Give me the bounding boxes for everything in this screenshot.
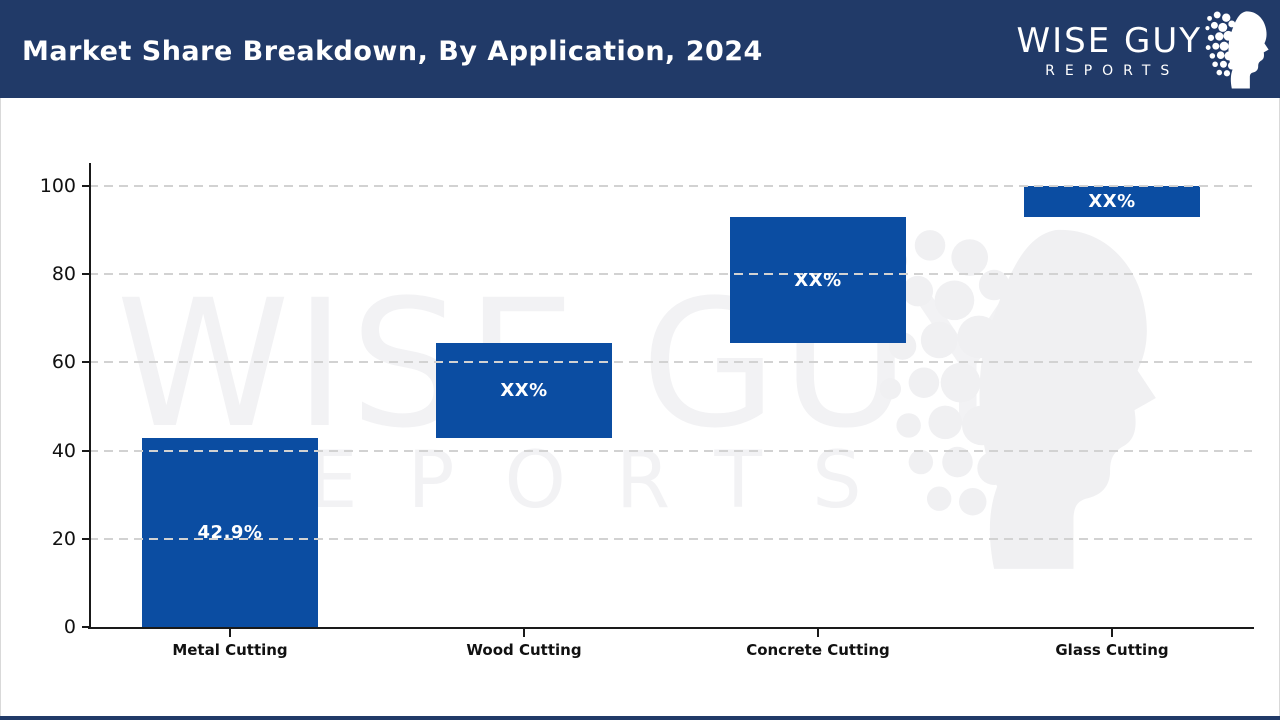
y-tick-60 (82, 361, 89, 363)
chart-title: Market Share Breakdown, By Application, … (22, 36, 763, 67)
bar-wood-cutting (436, 343, 612, 438)
gridline-80 (89, 273, 1252, 275)
x-tick-concrete-cutting (817, 629, 819, 637)
bar-value-label: XX% (500, 380, 548, 401)
x-tick-metal-cutting (229, 629, 231, 637)
footer-bar (0, 716, 1280, 720)
bar-label-box-metal-cutting: 42.9% (142, 438, 318, 627)
y-tick-label-80: 80 (51, 263, 76, 285)
y-axis-line (89, 163, 91, 629)
x-tick-glass-cutting (1111, 629, 1113, 637)
bar-glass-cutting (1024, 186, 1200, 217)
bar-concrete-cutting (730, 217, 906, 343)
bar-label-box-glass-cutting: XX% (1024, 186, 1200, 217)
gridline-40 (89, 450, 1252, 452)
y-tick-label-40: 40 (51, 440, 76, 462)
logo-subtitle: REPORTS (1045, 63, 1180, 79)
x-tick-label-concrete-cutting: Concrete Cutting (746, 641, 890, 659)
y-tick-label-20: 20 (51, 528, 76, 550)
y-tick-label-60: 60 (51, 351, 76, 373)
logo-text: WISE GUY REPORTS (1016, 21, 1202, 79)
x-tick-label-metal-cutting: Metal Cutting (172, 641, 288, 659)
bar-value-label: XX% (1088, 191, 1136, 212)
y-tick-0 (82, 626, 89, 628)
x-tick-label-glass-cutting: Glass Cutting (1055, 641, 1169, 659)
x-axis-line (88, 627, 1254, 629)
header-bar: Market Share Breakdown, By Application, … (0, 0, 1280, 98)
logo-wordmark: WISE GUY (1016, 21, 1202, 61)
gridline-100 (89, 185, 1252, 187)
wise-guy-logo: WISE GUY REPORTS (1016, 8, 1270, 92)
y-tick-20 (82, 538, 89, 540)
bar-label-box-wood-cutting: XX% (436, 343, 612, 438)
wise-guy-head-icon (1205, 11, 1269, 89)
x-tick-wood-cutting (523, 629, 525, 637)
gridline-20 (89, 538, 1252, 540)
y-tick-100 (82, 185, 89, 187)
bar-label-box-concrete-cutting: XX% (730, 217, 906, 343)
bar-value-label: XX% (794, 269, 842, 291)
bar-metal-cutting (142, 438, 318, 627)
y-tick-label-100: 100 (39, 175, 76, 197)
x-tick-label-wood-cutting: Wood Cutting (466, 641, 582, 659)
gridline-60 (89, 361, 1252, 363)
y-tick-40 (82, 450, 89, 452)
left-edge-border (0, 98, 1, 716)
bar-value-label: 42.9% (197, 522, 263, 543)
y-tick-label-0: 0 (63, 616, 76, 638)
y-tick-80 (82, 273, 89, 275)
watermark-head-icon (878, 229, 1156, 569)
